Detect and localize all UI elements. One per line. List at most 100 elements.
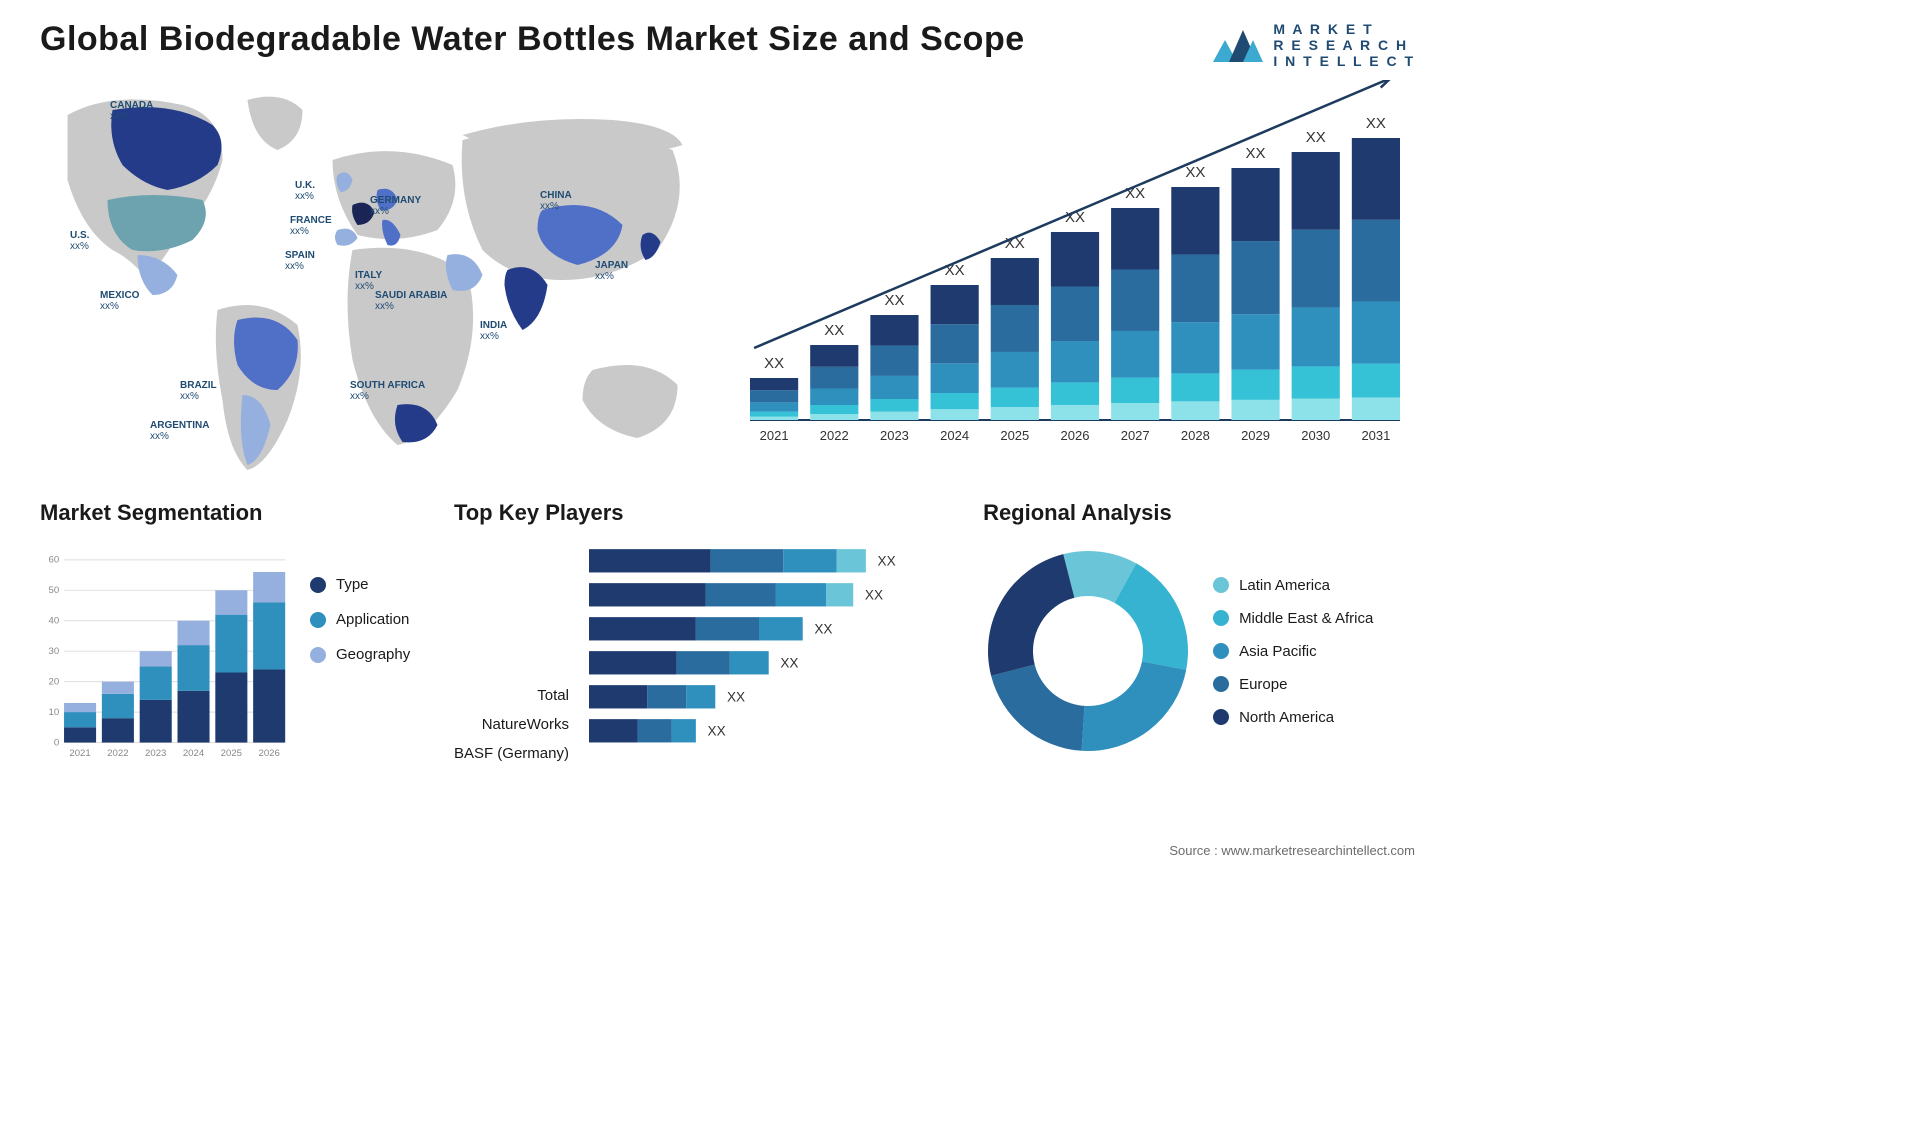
svg-text:50: 50 — [49, 585, 60, 596]
segmentation-section: Market Segmentation 01020304050602021202… — [40, 500, 424, 780]
map-label: ITALYxx% — [355, 270, 382, 292]
page-title: Global Biodegradable Water Bottles Marke… — [40, 20, 1025, 59]
bottom-row: Market Segmentation 01020304050602021202… — [0, 480, 1455, 780]
map-label: SPAINxx% — [285, 250, 315, 272]
svg-text:2021: 2021 — [69, 748, 90, 759]
svg-text:2025: 2025 — [1000, 428, 1029, 443]
svg-text:XX: XX — [824, 322, 844, 339]
map-label: BRAZILxx% — [180, 380, 217, 402]
svg-text:2026: 2026 — [1061, 428, 1090, 443]
logo-text: M A R K E T R E S E A R C H I N T E L L … — [1273, 21, 1415, 69]
player-label: Total — [454, 687, 569, 704]
legend-label: Latin America — [1239, 577, 1330, 594]
map-label: U.K.xx% — [295, 180, 315, 202]
map-label: ARGENTINAxx% — [150, 420, 209, 442]
svg-text:XX: XX — [1246, 145, 1266, 162]
logo: M A R K E T R E S E A R C H I N T E L L … — [1211, 20, 1415, 70]
segmentation-title: Market Segmentation — [40, 500, 424, 526]
svg-text:2022: 2022 — [820, 428, 849, 443]
map-label: U.S.xx% — [70, 230, 89, 252]
svg-text:XX: XX — [780, 655, 798, 670]
source-text: Source : www.marketresearchintellect.com — [1169, 843, 1415, 858]
svg-text:XX: XX — [814, 621, 832, 636]
svg-text:2022: 2022 — [107, 748, 128, 759]
regional-legend: Latin America Middle East & Africa Asia Pa… — [1213, 577, 1373, 726]
svg-text:XX: XX — [707, 723, 725, 738]
legend-item: Middle East & Africa — [1213, 610, 1373, 627]
svg-text:XX: XX — [1366, 115, 1386, 132]
svg-text:2031: 2031 — [1361, 428, 1390, 443]
growth-chart-panel: XX 2021 XX 2022 XX 2023 XX 2024 XX 2025 XX 2026 XX 20… — [735, 80, 1415, 480]
svg-text:20: 20 — [49, 677, 60, 688]
legend-dot — [1213, 643, 1229, 659]
players-title: Top Key Players — [454, 500, 953, 526]
top-row: CANADAxx% U.S.xx% MEXICOxx% BRAZILxx% ARGENT… — [0, 80, 1455, 480]
svg-text:2025: 2025 — [221, 748, 242, 759]
growth-chart: XX 2021 XX 2022 XX 2023 XX 2024 XX 2025 XX 2026 XX 20… — [735, 80, 1415, 480]
svg-text:2023: 2023 — [145, 748, 166, 759]
svg-text:XX: XX — [1306, 129, 1326, 146]
players-labels: Total NatureWorks BASF (Germany) — [454, 687, 569, 766]
map-label: FRANCExx% — [290, 215, 332, 237]
header: Global Biodegradable Water Bottles Marke… — [0, 0, 1455, 80]
legend-item: Geography — [310, 646, 410, 663]
legend-label: Middle East & Africa — [1239, 610, 1373, 627]
svg-text:2029: 2029 — [1241, 428, 1270, 443]
logo-icon — [1211, 20, 1265, 70]
svg-text:2027: 2027 — [1121, 428, 1150, 443]
svg-text:30: 30 — [49, 646, 60, 657]
legend-dot — [1213, 577, 1229, 593]
map-label: INDIAxx% — [480, 320, 507, 342]
legend-dot — [1213, 709, 1229, 725]
regional-section: Regional Analysis Latin America Middle Ea… — [983, 500, 1415, 780]
map-label: SOUTH AFRICAxx% — [350, 380, 425, 402]
svg-text:2024: 2024 — [940, 428, 969, 443]
map-label: JAPANxx% — [595, 260, 628, 282]
map-label: SAUDI ARABIAxx% — [375, 290, 447, 312]
legend-dot — [310, 647, 326, 663]
legend-item: North America — [1213, 709, 1373, 726]
world-map-panel: CANADAxx% U.S.xx% MEXICOxx% BRAZILxx% ARGENT… — [40, 80, 705, 480]
regional-donut — [983, 546, 1193, 756]
map-label: GERMANYxx% — [370, 195, 421, 217]
svg-text:2021: 2021 — [760, 428, 789, 443]
svg-text:2024: 2024 — [183, 748, 205, 759]
legend-item: Type — [310, 576, 410, 593]
svg-text:40: 40 — [49, 616, 60, 627]
legend-item: Application — [310, 611, 410, 628]
svg-text:2030: 2030 — [1301, 428, 1330, 443]
legend-dot — [310, 612, 326, 628]
svg-text:XX: XX — [945, 262, 965, 279]
svg-text:XX: XX — [764, 355, 784, 372]
player-label: NatureWorks — [454, 716, 569, 733]
svg-text:2023: 2023 — [880, 428, 909, 443]
legend-label: Europe — [1239, 676, 1287, 693]
segmentation-legend: Type Application Geography — [310, 546, 410, 766]
map-label: CANADAxx% — [110, 100, 153, 122]
svg-text:60: 60 — [49, 555, 60, 566]
svg-text:XX: XX — [865, 587, 883, 602]
legend-dot — [310, 577, 326, 593]
legend-label: North America — [1239, 709, 1334, 726]
map-label: CHINAxx% — [540, 190, 572, 212]
svg-text:10: 10 — [49, 707, 60, 718]
legend-dot — [1213, 676, 1229, 692]
players-chart: XXXXXXXXXXXX — [589, 546, 929, 766]
players-section: Top Key Players Total NatureWorks BASF (Ge… — [454, 500, 953, 780]
legend-item: Europe — [1213, 676, 1373, 693]
svg-text:XX: XX — [884, 292, 904, 309]
player-label: BASF (Germany) — [454, 745, 569, 762]
legend-item: Asia Pacific — [1213, 643, 1373, 660]
legend-label: Application — [336, 611, 409, 628]
legend-label: Type — [336, 576, 369, 593]
map-label: MEXICOxx% — [100, 290, 139, 312]
legend-label: Geography — [336, 646, 410, 663]
regional-title: Regional Analysis — [983, 500, 1415, 526]
legend-label: Asia Pacific — [1239, 643, 1317, 660]
segmentation-chart: 0102030405060202120222023202420252026 — [40, 546, 290, 766]
svg-text:XX: XX — [877, 553, 895, 568]
svg-text:2028: 2028 — [1181, 428, 1210, 443]
svg-text:2026: 2026 — [258, 748, 279, 759]
svg-text:XX: XX — [1185, 164, 1205, 181]
legend-dot — [1213, 610, 1229, 626]
